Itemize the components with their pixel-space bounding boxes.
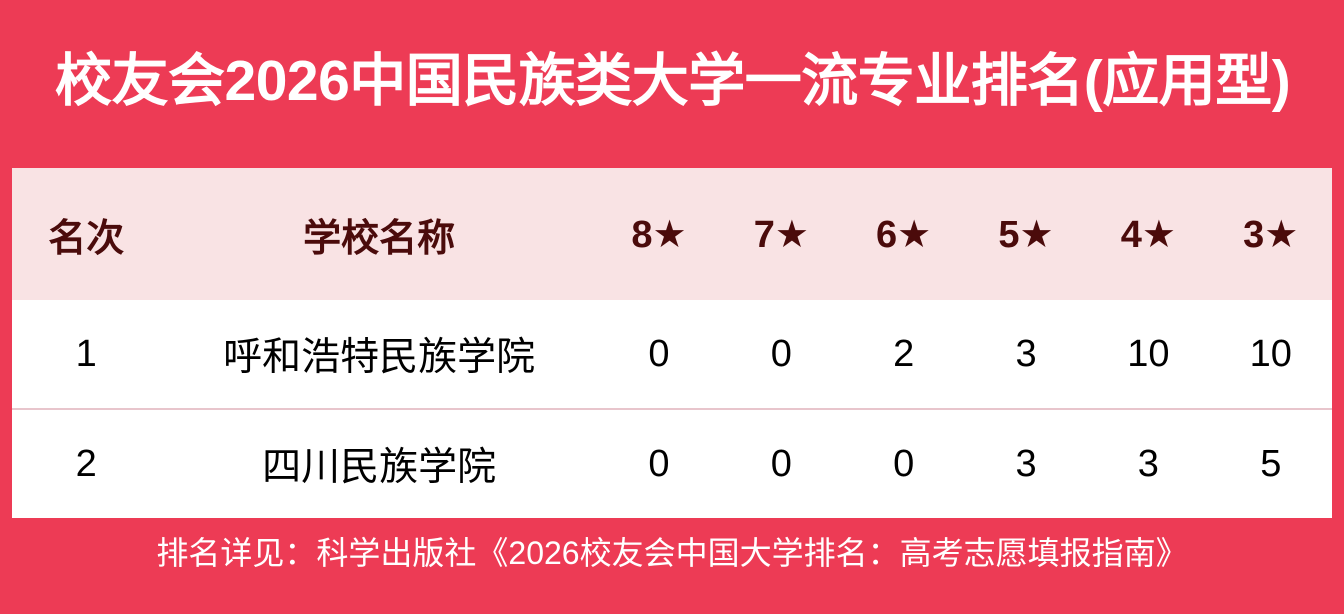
table-header-row: 名次 学校名称 8★ 7★ 6★ 5★ 4★ 3★ [12, 168, 1332, 300]
cell-school: 四川民族学院 [160, 408, 598, 518]
cell-5-star: 3 [1015, 332, 1037, 375]
column-header-rank: 名次 [48, 217, 125, 260]
cell-rank: 2 [12, 408, 161, 518]
column-header-7-star: 7★ [753, 213, 809, 256]
column-header-school: 学校名称 [303, 217, 456, 260]
cell-8-star: 0 [648, 332, 670, 375]
cell-4-star: 3 [1087, 408, 1210, 518]
column-header-4-star: 4★ [1120, 213, 1176, 256]
page-title: 校友会2026中国民族类大学一流专业排名(应用型) [55, 49, 1291, 113]
source-note: 排名详见：科学出版社《2026校友会中国大学排名：高考志愿填报指南》 [156, 535, 1188, 571]
ranking-table-card: 名次 学校名称 8★ 7★ 6★ 5★ 4★ 3★ 1 呼和浩特民族学院 0 0… [12, 168, 1332, 518]
cell-7-star: 0 [770, 332, 792, 375]
cell-5-star: 3 [964, 408, 1088, 518]
table-body: 1 呼和浩特民族学院 0 0 2 3 10 10 2 四川民族学院 0 0 0 … [12, 300, 1332, 518]
cell-8-star: 0 [597, 408, 721, 518]
ranking-table: 名次 学校名称 8★ 7★ 6★ 5★ 4★ 3★ 1 呼和浩特民族学院 0 0… [12, 168, 1332, 518]
column-header-5-star: 5★ [998, 213, 1054, 256]
cell-school: 呼和浩特民族学院 [223, 336, 536, 379]
table-row: 2 四川民族学院 0 0 0 3 3 5 [12, 408, 1332, 518]
cell-3-star: 5 [1209, 408, 1332, 518]
table-row: 1 呼和浩特民族学院 0 0 2 3 10 10 [12, 300, 1332, 409]
cell-rank: 1 [75, 332, 97, 375]
table-header: 名次 学校名称 8★ 7★ 6★ 5★ 4★ 3★ [12, 168, 1332, 300]
column-header-6-star: 6★ [876, 213, 932, 256]
cell-6-star: 2 [893, 332, 915, 375]
cell-3-star: 10 [1249, 332, 1292, 375]
column-header-3-star: 3★ [1243, 213, 1299, 256]
cell-6-star: 0 [842, 408, 965, 518]
column-header-8-star: 8★ [631, 213, 687, 256]
cell-7-star: 0 [720, 408, 843, 518]
cell-4-star: 10 [1127, 332, 1170, 375]
